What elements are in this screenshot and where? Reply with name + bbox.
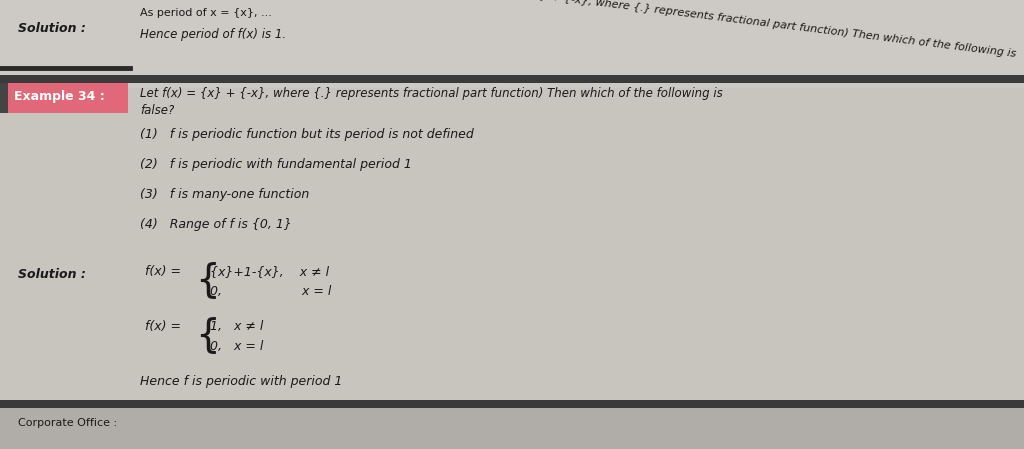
Text: Corporate Office :: Corporate Office : — [18, 418, 117, 428]
Bar — [0, 0, 1024, 88]
Text: As period of x = {x}, ...: As period of x = {x}, ... — [140, 8, 272, 18]
Text: Solution :: Solution : — [18, 268, 86, 281]
Text: Solution :: Solution : — [18, 22, 86, 35]
Text: {x}+1-{x},    x ≠ l: {x}+1-{x}, x ≠ l — [210, 265, 329, 278]
Text: Example 34 :: Example 34 : — [14, 90, 104, 103]
Bar — [0, 75, 1024, 83]
Bar — [0, 400, 1024, 408]
Text: (4)   Range of f is {0, 1}: (4) Range of f is {0, 1} — [140, 218, 292, 231]
Bar — [0, 83, 8, 113]
Text: (3)   f is many-one function: (3) f is many-one function — [140, 188, 309, 201]
Text: (1)   f is periodic function but its period is not defined: (1) f is periodic function but its perio… — [140, 128, 474, 141]
Text: Let f(x) = {x} + {-x}, where {.} represents fractional part function) Then which: Let f(x) = {x} + {-x}, where {.} represe… — [470, 0, 1017, 59]
Text: false?: false? — [140, 104, 174, 117]
Bar — [0, 408, 1024, 449]
Text: 0,   x = l: 0, x = l — [210, 340, 263, 353]
Text: f(x) =: f(x) = — [145, 265, 181, 278]
Text: (2)   f is periodic with fundamental period 1: (2) f is periodic with fundamental perio… — [140, 158, 412, 171]
Bar — [8, 83, 128, 113]
Text: {: { — [195, 316, 220, 354]
Text: Hence period of f(x) is 1.: Hence period of f(x) is 1. — [140, 28, 286, 41]
Text: 1,   x ≠ l: 1, x ≠ l — [210, 320, 263, 333]
Text: Hence f is periodic with period 1: Hence f is periodic with period 1 — [140, 375, 342, 388]
Text: f(x) =: f(x) = — [145, 320, 181, 333]
Text: {: { — [195, 261, 220, 299]
Text: 0,                    x = l: 0, x = l — [210, 285, 332, 298]
Text: Let f(x) = {x} + {-x}, where {.} represents fractional part function) Then which: Let f(x) = {x} + {-x}, where {.} represe… — [140, 87, 723, 100]
